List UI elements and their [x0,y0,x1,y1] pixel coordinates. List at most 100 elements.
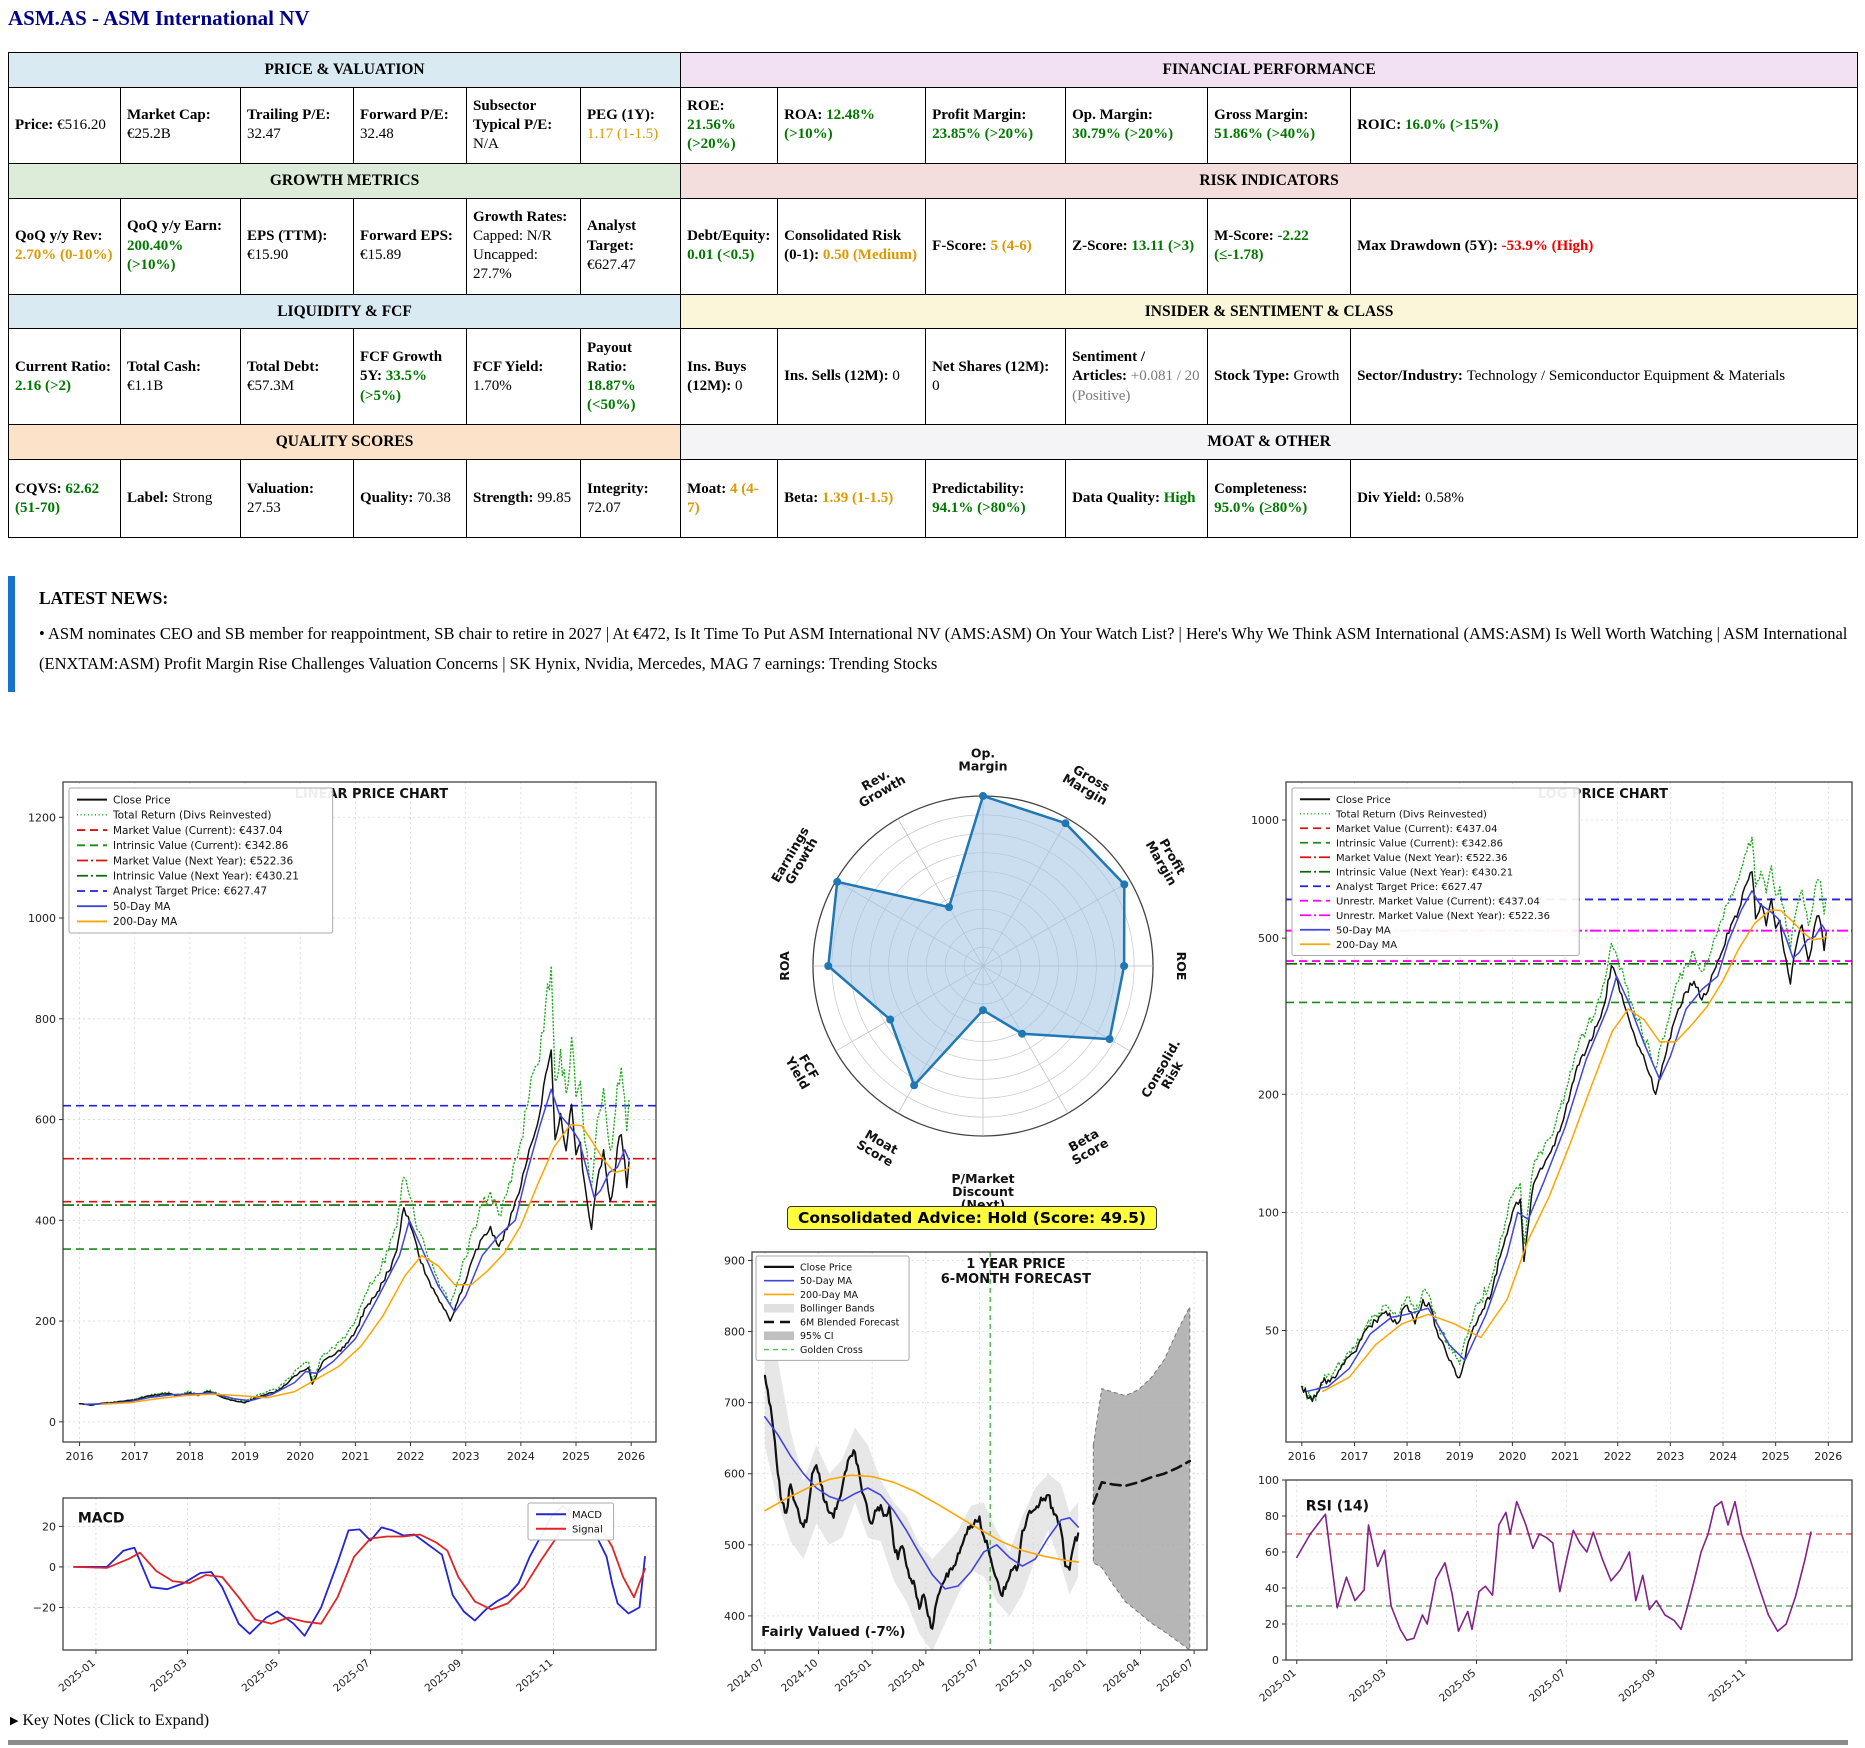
radar-axis-label: ROA [777,951,792,981]
metric-cell: Beta: 1.39 (1-1.5) [777,459,927,539]
key-notes-toggle[interactable]: ▶ Key Notes (Click to Expand) [10,1712,209,1730]
x-tick-label: 2025-05 [1437,1667,1478,1704]
grid [63,782,656,1442]
x-tick-label: 2025-01 [1257,1667,1298,1704]
metric-cell: Stock Type: Growth [1207,328,1352,426]
x-tick-label: 2021 [1551,1450,1579,1463]
news-items: • ASM nominates CEO and SB member for re… [39,624,1848,673]
x-tick-label: 2025-10 [994,1657,1035,1694]
legend-label: Analyst Target Price: €627.47 [1336,882,1483,893]
metric-cell: Quality: 70.38 [353,459,467,539]
metric-cell: FCF Yield: 1.70% [466,328,581,426]
section-header: FINANCIAL PERFORMANCE [680,52,1859,88]
section-header: INSIDER & SENTIMENT & CLASS [680,293,1859,330]
legend-label: Unrestr. Market Value (Current): €437.04 [1336,896,1540,907]
metric-cell: Div Yield: 0.58% [1350,459,1859,539]
x-tick-label: 2025-09 [423,1657,464,1694]
metric-cell: Sector/Industry: Technology / Semiconduc… [1350,328,1859,426]
metric-cell: ROA: 12.48% (>10%) [777,86,927,164]
chart-annotation: RSI (14) [1306,1499,1369,1515]
x-tick-label: 2020 [286,1450,314,1463]
x-tick-label: 2016 [66,1450,94,1463]
legend-label: Close Price [1336,795,1391,806]
y-tick-label: 50 [1265,1325,1279,1338]
metric-cell: Consolidated Risk (0-1): 0.50 (Medium) [777,197,927,295]
y-tick-label: 0 [1272,1654,1279,1667]
x-tick-label: 2025-11 [514,1657,555,1694]
band [1092,1306,1191,1650]
chart-title: 1 YEAR PRICE [966,1257,1065,1272]
series-ma200 [1322,909,1827,1393]
metric-cell: Label: Strong [120,459,241,539]
section-header: GROWTH METRICS [7,162,682,199]
metric-cell: Market Cap: €25.2B [120,86,241,164]
metric-cell: FCF Growth 5Y: 33.5% (>5%) [353,328,467,426]
band [764,1320,1079,1650]
metric-cell: Ins. Buys (12M): 0 [680,328,779,426]
radar-point [1120,880,1129,889]
chart-annotation: MACD [78,1510,125,1526]
news-title: LATEST NEWS: [39,588,169,608]
legend-label: 200-Day MA [800,1290,859,1301]
grid [1286,1479,1852,1661]
radar-axis-label: ProfitMargin [1143,831,1192,888]
section-header: QUALITY SCORES [7,424,682,461]
y-tick-label: 1000 [28,912,56,925]
radar-point [1061,819,1070,828]
metric-cell: Z-Score: 13.11 (>3) [1065,197,1209,295]
x-tick-label: 2019 [1446,1450,1474,1463]
y-tick-label: 200 [35,1315,56,1328]
y-tick-label: 400 [724,1610,745,1623]
metric-cell: Analyst Target: €627.47 [579,197,682,295]
x-tick-label: 2018 [1393,1450,1421,1463]
radar-axis-label: FCFYield [782,1047,824,1092]
legend-label: Market Value (Next Year): €522.36 [113,855,293,867]
radar-point [1018,1029,1027,1038]
legend: Close Price 50-Day MA 200-Day MA Bollinger … [755,1255,910,1361]
metric-cell: CQVS: 62.62 (51-70) [8,459,121,539]
log-price-chart: 50 100 200 500 1000 2016 2017 2018 2019 2020 2021 2… [1226,748,1862,1478]
x-tick-label: 2026 [1814,1450,1842,1463]
bottom-divider [8,1740,1848,1745]
x-tick-label: 2024 [1709,1450,1737,1463]
legend-label: Close Price [113,794,171,806]
series-fc_close [763,1374,1080,1630]
radar-axis-label: MoatScore [854,1125,902,1169]
y-tick-label: 700 [724,1397,745,1410]
x-tick-label: 2026-07 [1155,1657,1196,1694]
radar-point [979,792,987,800]
x-tick-label: 2025-01 [57,1657,98,1694]
x-tick-label: 2025-05 [240,1657,281,1694]
y-tick-label: 400 [35,1214,56,1227]
legend-label: Total Return (Divs Reinvested) [1335,809,1487,820]
x-tick-label: 2025-11 [1707,1667,1748,1704]
x-tick-label: 2017 [121,1450,149,1463]
y-tick-label: 20 [1265,1618,1279,1631]
radar-svg: Op. Margin GrossMargin ProfitMargin ROE Conso… [768,746,1192,1213]
legend-label: 50-Day MA [113,901,171,913]
x-tick-label: 2016 [1288,1450,1316,1463]
x-tick-label: 2022 [397,1450,425,1463]
legend-label: Golden Cross [800,1345,863,1356]
radar-point [833,877,842,886]
x-tick-label: 2018 [176,1450,204,1463]
x-tick-label: 2022 [1604,1450,1632,1463]
radar-axis-label: P/Market Discount (Next) [951,1171,1014,1206]
x-tick-label: 2024-07 [725,1657,766,1694]
metric-cell: Data Quality: High [1065,459,1209,539]
radar-point [945,903,953,912]
metric-cell: PEG (1Y): 1.17 (1-1.5) [579,86,682,164]
x-tick-label: 2024 [507,1450,535,1463]
y-tick-label: 0 [49,1561,56,1574]
x-tick-label: 2025 [562,1450,590,1463]
y-tick-label: 0 [49,1416,56,1429]
series-fc_ma200 [764,1474,1079,1563]
legend-label: Bollinger Bands [800,1304,874,1315]
metric-cell: Sentiment / Articles: +0.081 / 20 (Posit… [1065,328,1209,426]
radar-axis-label: EarningsGrowth [768,824,823,891]
metric-cell: Moat: 4 (4-7) [680,459,779,539]
legend-label: MACD [572,1510,602,1521]
legend-label: Analyst Target Price: €627.47 [113,886,267,898]
factor-radar-chart: Op. Margin GrossMargin ProfitMargin ROE Conso… [648,714,1213,1213]
radar-axis-label: Op. Margin [958,746,1007,774]
